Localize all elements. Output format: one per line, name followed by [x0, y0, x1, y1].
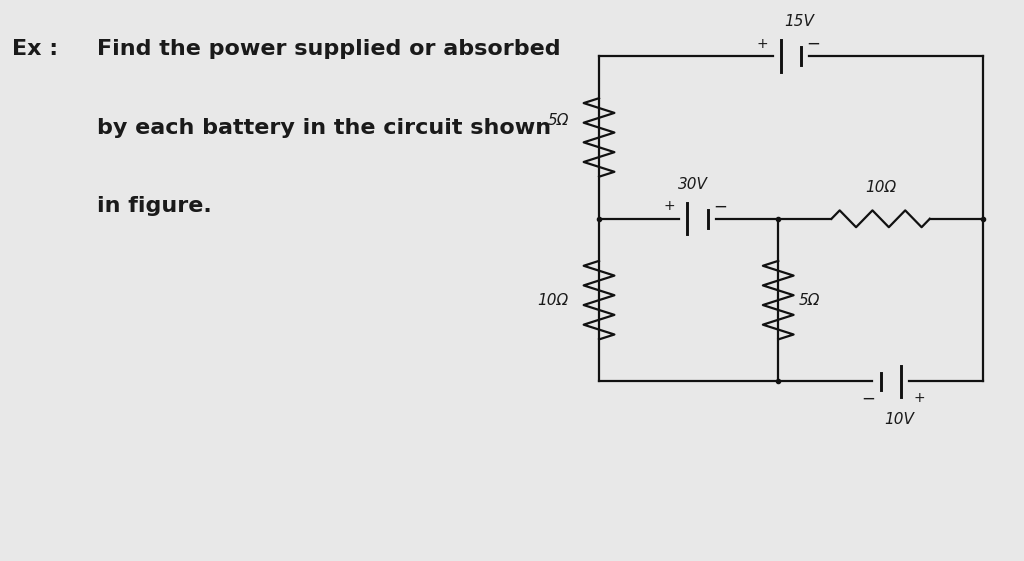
Text: 15V: 15V	[784, 14, 814, 29]
Text: +: +	[757, 37, 768, 50]
Text: +: +	[664, 200, 675, 213]
Text: 30V: 30V	[678, 177, 708, 191]
Text: in figure.: in figure.	[97, 196, 212, 217]
Text: 10Ω: 10Ω	[865, 181, 896, 195]
Text: Ex :: Ex :	[12, 39, 58, 59]
Text: 10Ω: 10Ω	[538, 293, 568, 307]
Text: −: −	[713, 197, 727, 215]
Text: 5Ω: 5Ω	[548, 113, 568, 128]
Text: −: −	[807, 35, 820, 53]
Text: −: −	[861, 389, 876, 407]
Text: by each battery in the circuit shown: by each battery in the circuit shown	[97, 118, 551, 138]
Text: 10V: 10V	[884, 412, 914, 427]
Text: +: +	[913, 392, 926, 405]
Text: Find the power supplied or absorbed: Find the power supplied or absorbed	[97, 39, 561, 59]
Text: 5Ω: 5Ω	[799, 293, 819, 307]
